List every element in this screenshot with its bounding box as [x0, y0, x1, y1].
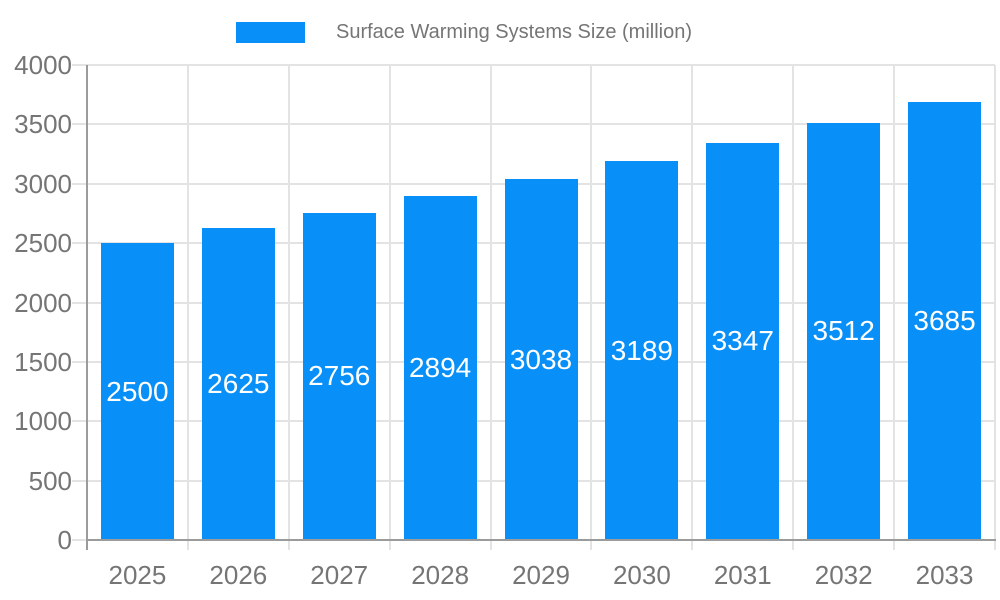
x-axis-tick — [287, 540, 290, 550]
bar-value-label: 3347 — [711, 325, 774, 357]
x-axis-line — [86, 539, 996, 541]
gridline-vertical — [893, 65, 896, 540]
y-axis-tick — [72, 301, 87, 304]
y-axis-label: 2000 — [14, 287, 72, 318]
bar-value-label: 2894 — [408, 352, 472, 384]
gridline-vertical — [994, 65, 996, 540]
y-axis-tick — [72, 242, 87, 245]
y-axis-label: 2500 — [14, 228, 72, 259]
bar-2031[interactable] — [706, 142, 780, 540]
x-axis-tick — [893, 540, 896, 550]
y-axis-tick — [72, 420, 87, 423]
bar-2032[interactable] — [807, 122, 881, 540]
bar-2026[interactable] — [201, 228, 275, 540]
gridline-horizontal — [87, 123, 995, 126]
y-axis-tick — [72, 360, 87, 363]
y-axis-tick — [72, 123, 87, 126]
x-axis-tick — [489, 540, 492, 550]
y-axis-tick — [72, 479, 87, 482]
bar-2033[interactable] — [908, 102, 982, 540]
gridline-vertical — [388, 65, 391, 540]
x-axis-tick — [186, 540, 189, 550]
bar-value-label: 2625 — [207, 368, 270, 400]
x-axis-label: 2026 — [209, 560, 268, 590]
y-axis-tick — [72, 64, 87, 66]
bar-value-label: 2756 — [308, 360, 371, 392]
bar-value-label: 2500 — [106, 375, 169, 407]
bar-2029[interactable] — [504, 179, 578, 540]
gridline-vertical — [590, 65, 593, 540]
y-axis-label: 3000 — [14, 168, 72, 199]
x-axis-label: 2032 — [814, 560, 873, 590]
x-axis-label: 2029 — [512, 560, 570, 590]
gridline-horizontal — [87, 64, 995, 66]
legend-swatch — [236, 22, 305, 43]
x-axis-tick — [691, 540, 694, 550]
gridline-vertical — [287, 65, 290, 540]
gridline-vertical — [186, 65, 189, 540]
x-axis-label: 2030 — [612, 560, 671, 590]
bar-value-label: 3685 — [913, 305, 976, 337]
y-axis-label: 500 — [28, 465, 72, 496]
y-axis-label: 0 — [57, 525, 72, 555]
x-axis-tick — [590, 540, 593, 550]
bar-value-label: 3038 — [509, 343, 573, 375]
y-axis-label: 1500 — [14, 346, 72, 377]
gridline-vertical — [792, 65, 795, 540]
x-axis-tick — [388, 540, 391, 550]
bar-value-label: 3189 — [610, 334, 674, 366]
x-axis-label: 2025 — [108, 560, 167, 590]
y-axis-line — [86, 65, 88, 550]
bar-2027[interactable] — [302, 212, 376, 540]
x-axis-label: 2033 — [915, 560, 974, 590]
gridline-vertical — [489, 65, 492, 540]
legend-item[interactable]: Surface Warming Systems Size (million) — [236, 21, 692, 44]
y-axis-tick — [72, 539, 87, 541]
gridline-vertical — [691, 65, 694, 540]
x-axis-label: 2027 — [310, 560, 369, 590]
bar-2030[interactable] — [605, 161, 679, 540]
x-axis-tick — [994, 540, 996, 550]
y-axis-label: 3500 — [14, 109, 72, 140]
y-axis-label: 4000 — [14, 50, 72, 80]
x-axis-tick — [792, 540, 795, 550]
y-axis-label: 1000 — [14, 406, 72, 437]
bar-2025[interactable] — [100, 243, 174, 540]
x-axis-label: 2028 — [411, 560, 470, 590]
bar-2028[interactable] — [403, 196, 477, 540]
legend-label: Surface Warming Systems Size (million) — [336, 21, 693, 43]
x-axis-label: 2031 — [713, 560, 772, 590]
y-axis-tick — [72, 182, 87, 185]
bar-value-label: 3512 — [812, 315, 875, 347]
